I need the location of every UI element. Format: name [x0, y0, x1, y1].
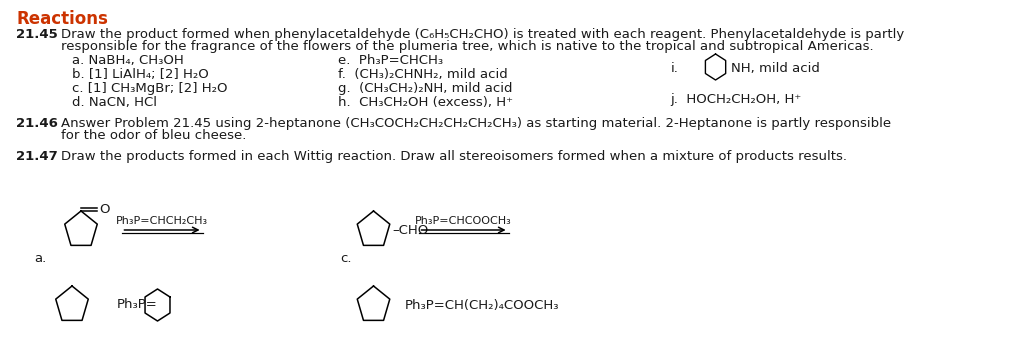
Text: O: O — [99, 203, 110, 216]
Text: Ph₃P=CH(CH₂)₄COOCH₃: Ph₃P=CH(CH₂)₄COOCH₃ — [406, 298, 559, 312]
Text: c. [1] CH₃MgBr; [2] H₂O: c. [1] CH₃MgBr; [2] H₂O — [72, 82, 227, 95]
Text: 21.46: 21.46 — [16, 117, 58, 130]
Text: f.  (CH₃)₂CHNH₂, mild acid: f. (CH₃)₂CHNH₂, mild acid — [338, 68, 507, 81]
Text: for the odor of bleu cheese.: for the odor of bleu cheese. — [61, 129, 247, 142]
Text: Ph₃P=: Ph₃P= — [117, 298, 158, 312]
Text: e.  Ph₃P=CHCH₃: e. Ph₃P=CHCH₃ — [338, 54, 442, 67]
Text: g.  (CH₃CH₂)₂NH, mild acid: g. (CH₃CH₂)₂NH, mild acid — [338, 82, 512, 95]
Text: d. NaCN, HCl: d. NaCN, HCl — [72, 96, 157, 109]
Text: a.: a. — [34, 252, 46, 265]
Text: Draw the product formed when phenylacetaldehyde (C₆H₅CH₂CHO) is treated with eac: Draw the product formed when phenylaceta… — [61, 28, 904, 41]
Text: Answer Problem 21.45 using 2-heptanone (CH₃COCH₂CH₂CH₂CH₂CH₃) as starting materi: Answer Problem 21.45 using 2-heptanone (… — [61, 117, 891, 130]
Text: c.: c. — [340, 252, 351, 265]
Text: –CHO: –CHO — [392, 224, 429, 237]
Text: 21.45: 21.45 — [16, 28, 58, 41]
Text: Reactions: Reactions — [16, 10, 109, 28]
Text: Ph₃P=CHCOOCH₃: Ph₃P=CHCOOCH₃ — [415, 216, 512, 226]
Text: Ph₃P=CHCH₂CH₃: Ph₃P=CHCH₂CH₃ — [116, 216, 208, 226]
Text: j.  HOCH₂CH₂OH, H⁺: j. HOCH₂CH₂OH, H⁺ — [671, 93, 802, 106]
Text: Draw the products formed in each Wittig reaction. Draw all stereoisomers formed : Draw the products formed in each Wittig … — [61, 150, 847, 163]
Text: NH, mild acid: NH, mild acid — [731, 62, 820, 75]
Text: i.: i. — [671, 62, 679, 75]
Text: b. [1] LiAlH₄; [2] H₂O: b. [1] LiAlH₄; [2] H₂O — [72, 68, 209, 81]
Text: h.  CH₃CH₂OH (excess), H⁺: h. CH₃CH₂OH (excess), H⁺ — [338, 96, 513, 109]
Text: 21.47: 21.47 — [16, 150, 58, 163]
Text: responsible for the fragrance of the flowers of the plumeria tree, which is nati: responsible for the fragrance of the flo… — [61, 40, 873, 53]
Text: a. NaBH₄, CH₃OH: a. NaBH₄, CH₃OH — [72, 54, 183, 67]
